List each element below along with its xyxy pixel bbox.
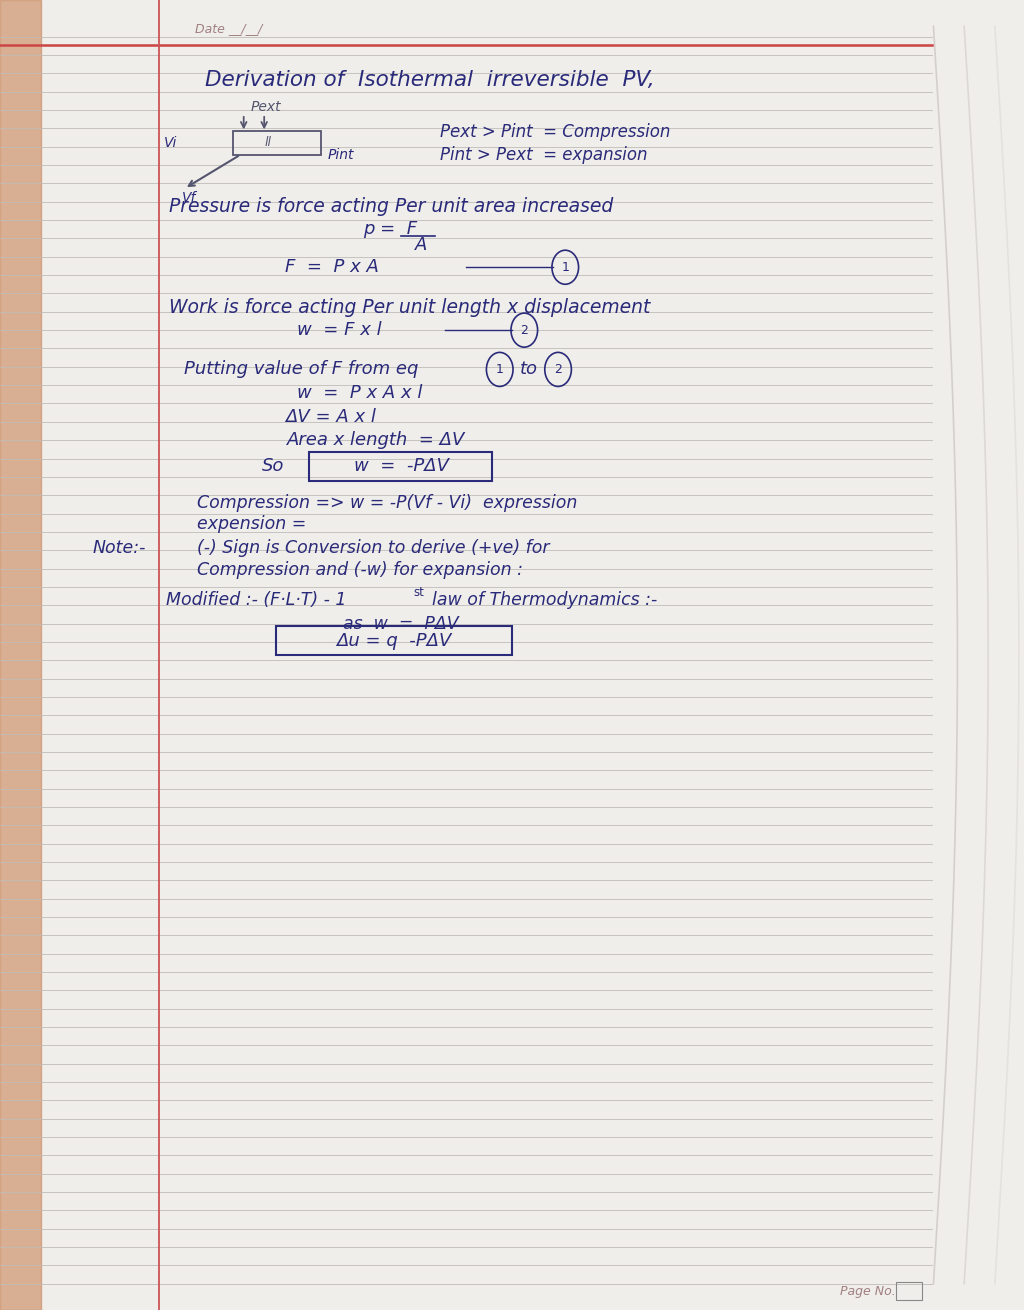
Bar [233, 131, 321, 155]
Text: Pint > Pext  = expansion: Pint > Pext = expansion [440, 145, 648, 164]
Bar [896, 1282, 922, 1300]
Text: Pint: Pint [328, 148, 354, 161]
Text: 2: 2 [520, 324, 528, 337]
Text: expension =: expension = [197, 515, 306, 533]
Text: Date __/__/: Date __/__/ [195, 22, 262, 35]
Text: 1: 1 [496, 363, 504, 376]
Text: A: A [415, 236, 427, 254]
Text: Pext > Pint  = Compression: Pext > Pint = Compression [440, 123, 671, 141]
Text: Pext: Pext [251, 101, 282, 114]
Text: p =  F: p = F [364, 220, 418, 238]
Text: Compression and (-w) for expansion :: Compression and (-w) for expansion : [197, 561, 522, 579]
Text: Page No.: Page No. [840, 1285, 895, 1298]
Text: So: So [262, 457, 285, 476]
Text: Modified :- (F·L·T) - 1: Modified :- (F·L·T) - 1 [166, 591, 346, 609]
Text: w  = F x l: w = F x l [297, 321, 382, 339]
Text: ll: ll [264, 136, 271, 149]
Text: as  w  =  PΔV: as w = PΔV [343, 614, 459, 633]
Text: w  =  -PΔV: w = -PΔV [354, 457, 449, 476]
Text: Pressure is force acting Per unit area increased: Pressure is force acting Per unit area i… [169, 198, 613, 216]
Bar [276, 626, 512, 655]
Text: Derivation of  Isothermal  irreversible  PV,: Derivation of Isothermal irreversible PV… [205, 69, 654, 90]
Text: 1: 1 [561, 261, 569, 274]
Text: Vi: Vi [164, 136, 177, 149]
Text: 2: 2 [554, 363, 562, 376]
Text: w  =  P x A x l: w = P x A x l [297, 384, 422, 402]
Text: F  =  P x A: F = P x A [285, 258, 379, 276]
Text: Area x length  = ΔV: Area x length = ΔV [287, 431, 465, 449]
Text: Vf: Vf [182, 191, 197, 204]
Text: st: st [414, 586, 425, 599]
Text: Putting value of F from eq: Putting value of F from eq [184, 360, 419, 379]
Text: law of Thermodynamics :-: law of Thermodynamics :- [432, 591, 657, 609]
Text: Compression => w = -P(Vf - Vi)  expression: Compression => w = -P(Vf - Vi) expressio… [197, 494, 577, 512]
Text: ΔV = A x l: ΔV = A x l [285, 407, 376, 426]
Text: Δu = q  -PΔV: Δu = q -PΔV [337, 631, 452, 650]
Text: to: to [520, 360, 539, 379]
Text: Note:-: Note:- [92, 538, 145, 557]
Text: (-) Sign is Conversion to derive (+ve) for: (-) Sign is Conversion to derive (+ve) f… [197, 538, 549, 557]
Text: Work is force acting Per unit length x displacement: Work is force acting Per unit length x d… [169, 299, 650, 317]
Bar [309, 452, 492, 481]
